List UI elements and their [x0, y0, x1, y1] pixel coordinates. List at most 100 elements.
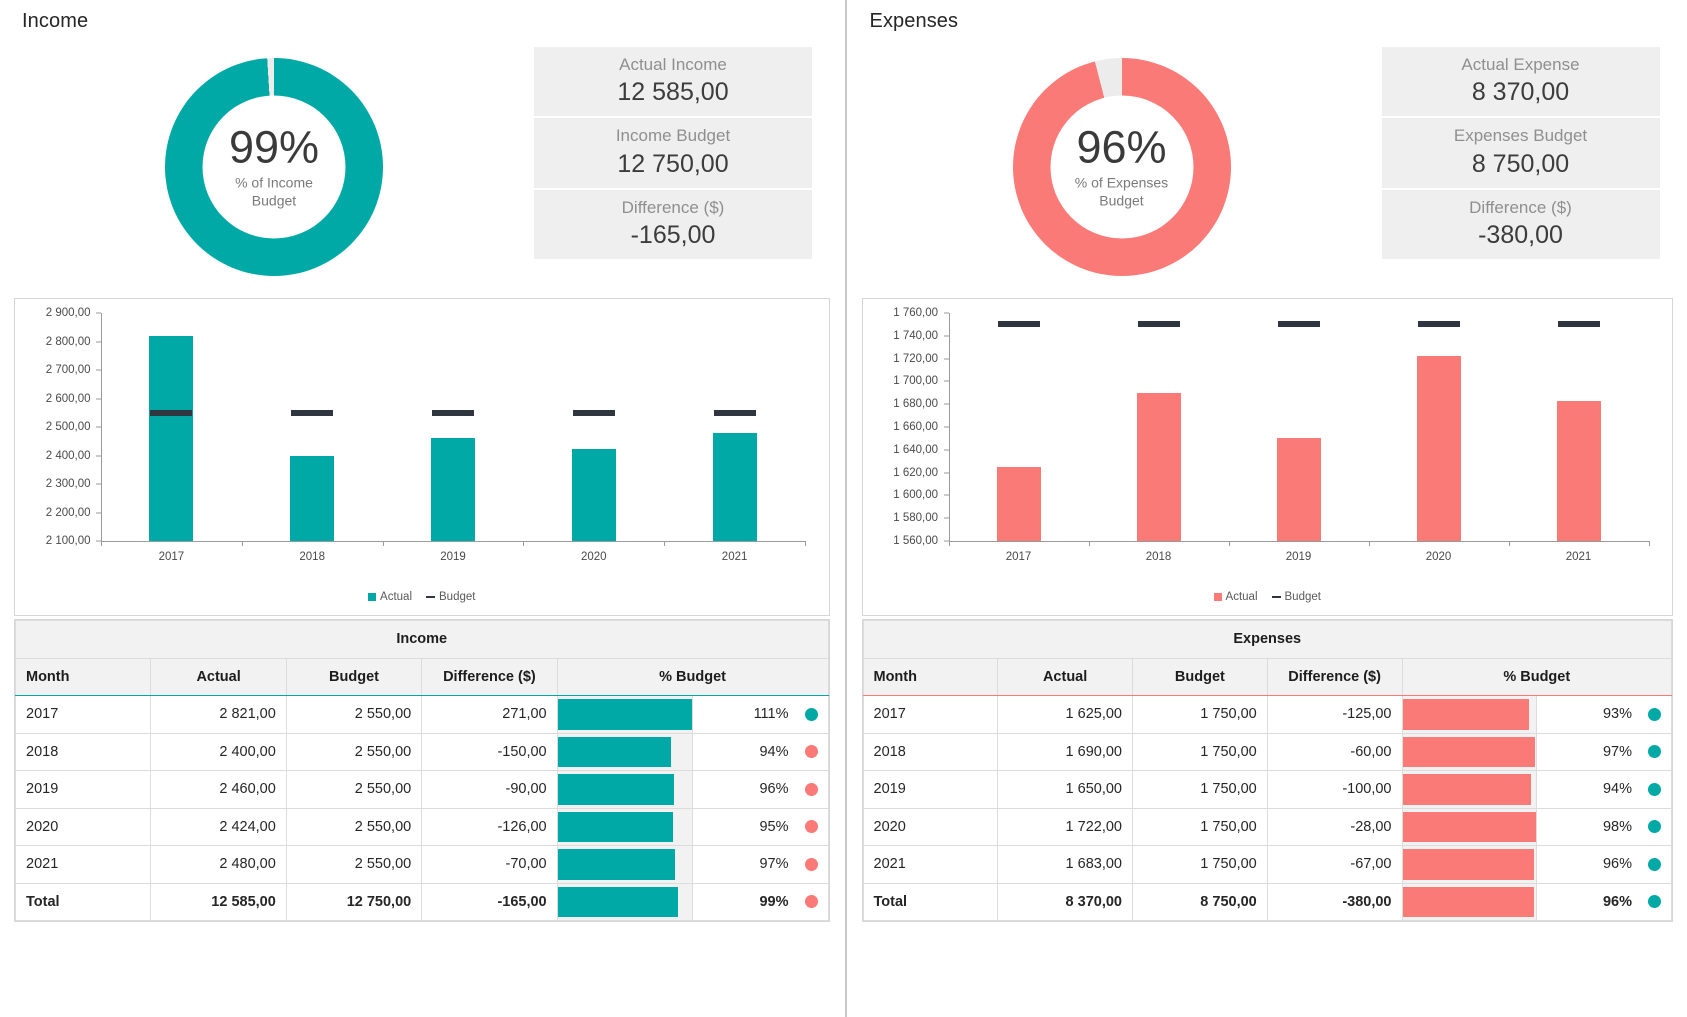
kpi-expenses-difference-value: -380,00 [1478, 221, 1563, 250]
chart-budget-marker [291, 409, 334, 416]
income-col-difference: Difference ($) [421, 657, 558, 696]
expenses-bar-chart[interactable]: 1 760,00 1 740,00 1 720,00 1 700,00 1 680,00… [861, 298, 1673, 616]
chart-bar[interactable] [1416, 356, 1461, 541]
income-donut-chart[interactable]: 99% % of Income Budget [165, 58, 383, 276]
expenses-chart-legend: Actual Budget [863, 591, 1673, 603]
income-bar-chart[interactable]: 2 900,00 2 800,00 2 700,00 2 600,00 2 500,00… [14, 298, 830, 616]
pct-budget-databar [1402, 699, 1530, 730]
status-dot-icon [804, 782, 818, 796]
chart-bar[interactable] [290, 455, 335, 541]
chart-y-tick [96, 540, 101, 542]
table-row[interactable]: 2020 2 424,00 2 550,00 -126,00 95% [14, 807, 829, 846]
chart-bar[interactable] [1136, 392, 1181, 541]
chart-y-tick-label: 1 680,00 [893, 398, 938, 411]
expenses-summary-row: 96% % of Expenses Budget Actual Expense … [862, 33, 1674, 295]
chart-bar[interactable] [1556, 400, 1601, 541]
cell-budget: 2 550,00 [285, 695, 423, 734]
chart-budget-marker [1417, 321, 1460, 328]
chart-bar[interactable] [571, 448, 616, 541]
cell-month: Total [14, 882, 152, 921]
chart-x-tick [1228, 541, 1230, 546]
cell-pct-budget-bar [1401, 770, 1538, 809]
cell-actual: 12 585,00 [150, 882, 287, 921]
chart-y-tick [943, 540, 949, 542]
chart-x-tick [1368, 541, 1370, 546]
cell-difference: -28,00 [1266, 807, 1403, 846]
legend-item-budget: Budget [426, 591, 475, 603]
chart-bar[interactable] [996, 466, 1041, 541]
cell-actual: 2 424,00 [150, 807, 287, 846]
income-col-budget: Budget [285, 657, 423, 696]
table-row[interactable]: 2019 2 460,00 2 550,00 -90,00 96% [14, 770, 829, 809]
table-row[interactable]: 2018 2 400,00 2 550,00 -150,00 94% [14, 732, 829, 771]
income-chart-legend: Actual Budget [15, 591, 829, 603]
cell-actual: 1 690,00 [997, 732, 1133, 771]
kpi-income-budget-label: Income Budget [615, 126, 731, 146]
cell-difference: -60,00 [1266, 732, 1403, 771]
chart-x-tick-label: 2017 [1005, 551, 1032, 563]
chart-y-tick-label: 2 800,00 [45, 335, 91, 348]
chart-bar[interactable] [1276, 438, 1321, 541]
cell-month: Total [862, 882, 999, 921]
legend-actual-label: Actual [1225, 591, 1258, 603]
table-row[interactable]: 2020 1 722,00 1 750,00 -28,00 98% [862, 807, 1672, 846]
table-total-row[interactable]: Total 8 370,00 8 750,00 -380,00 96% [862, 882, 1672, 921]
chart-bar[interactable] [149, 335, 194, 541]
pct-budget-databar [557, 849, 676, 880]
chart-y-tick [943, 426, 949, 428]
chart-budget-marker [1277, 321, 1320, 328]
cell-pct-budget-bar [556, 770, 694, 809]
cell-budget: 1 750,00 [1132, 845, 1268, 884]
cell-pct-budget-value: 98% [1536, 807, 1672, 846]
table-row[interactable]: 2019 1 650,00 1 750,00 -100,00 94% [862, 770, 1672, 809]
legend-budget-label: Budget [1284, 591, 1321, 603]
chart-y-tick [943, 472, 949, 474]
table-row[interactable]: 2021 2 480,00 2 550,00 -70,00 97% [14, 845, 829, 884]
chart-y-tick-label: 1 720,00 [893, 352, 938, 365]
income-table-box: Income Month Actual Budget Difference ($… [14, 619, 830, 922]
expenses-table: Expenses Month Actual Budget Difference … [862, 620, 1673, 921]
income-donut-caption-line1: % of Income [235, 174, 313, 191]
chart-bar[interactable] [712, 432, 757, 541]
chart-y-tick-label: 2 400,00 [45, 449, 91, 462]
cell-budget: 2 550,00 [285, 732, 423, 771]
kpi-expenses-difference-label: Difference ($) [1469, 197, 1572, 217]
table-row[interactable]: 2018 1 690,00 1 750,00 -60,00 97% [862, 732, 1672, 771]
cell-actual: 1 683,00 [997, 845, 1133, 884]
cell-budget: 8 750,00 [1132, 882, 1268, 921]
status-dot-icon [1648, 895, 1661, 909]
table-row[interactable]: 2021 1 683,00 1 750,00 -67,00 96% [862, 845, 1672, 884]
legend-budget-dash-icon [1271, 596, 1281, 598]
table-row[interactable]: 2017 2 821,00 2 550,00 271,00 111% [14, 695, 829, 734]
cell-pct-budget-bar [1401, 882, 1538, 921]
expenses-donut-caption: % of Expenses Budget [1075, 175, 1168, 210]
chart-x-tick-label: 2020 [581, 551, 607, 563]
cell-actual: 1 625,00 [997, 695, 1133, 734]
cell-pct-budget-value: 94% [1536, 770, 1672, 809]
cell-month: 2018 [862, 732, 999, 771]
chart-x-tick [1508, 541, 1510, 546]
cell-month: 2019 [14, 770, 152, 809]
kpi-income-difference-value: -165,00 [630, 221, 716, 250]
income-donut-caption: % of Income Budget [235, 175, 313, 210]
chart-x-tick-label: 2021 [721, 551, 748, 563]
chart-x-tick-label: 2020 [1425, 551, 1452, 563]
chart-budget-marker [1557, 321, 1600, 328]
chart-y-tick-label: 2 600,00 [45, 392, 91, 405]
income-col-pct-budget: % Budget [556, 657, 829, 696]
expenses-table-title: Expenses [862, 620, 1672, 659]
chart-y-tick [943, 358, 949, 360]
cell-pct-budget-value: 95% [692, 807, 829, 846]
income-donut-center: 99% % of Income Budget [202, 95, 346, 239]
kpi-actual-expense-value: 8 370,00 [1471, 78, 1570, 107]
table-row[interactable]: 2017 1 625,00 1 750,00 -125,00 93% [862, 695, 1672, 734]
kpi-income-budget: Income Budget 12 750,00 [534, 118, 812, 190]
table-total-row[interactable]: Total 12 585,00 12 750,00 -165,00 99% [14, 882, 829, 921]
legend-item-budget-expenses: Budget [1271, 591, 1321, 603]
chart-x-axis [948, 541, 1649, 542]
chart-budget-marker [432, 409, 474, 416]
chart-bar[interactable] [431, 438, 475, 541]
cell-pct-budget-value: 96% [1536, 882, 1672, 921]
expenses-donut-chart[interactable]: 96% % of Expenses Budget [1012, 58, 1231, 276]
cell-difference: -100,00 [1266, 770, 1403, 809]
